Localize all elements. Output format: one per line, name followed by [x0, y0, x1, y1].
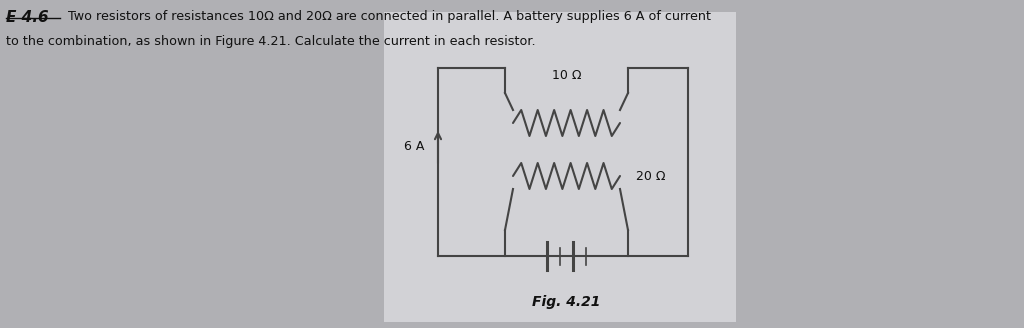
Text: E 4.6: E 4.6 [6, 10, 48, 25]
Text: Two resistors of resistances 10Ω and 20Ω are connected in parallel. A battery su: Two resistors of resistances 10Ω and 20Ω… [68, 10, 711, 23]
Text: 20 Ω: 20 Ω [636, 170, 666, 182]
Bar [384, 12, 736, 322]
Text: 6 A: 6 A [403, 140, 424, 154]
Text: 10 Ω: 10 Ω [552, 69, 582, 82]
Text: to the combination, as shown in Figure 4.21. Calculate the current in each resis: to the combination, as shown in Figure 4… [6, 35, 536, 48]
Text: Fig. 4.21: Fig. 4.21 [532, 295, 601, 309]
